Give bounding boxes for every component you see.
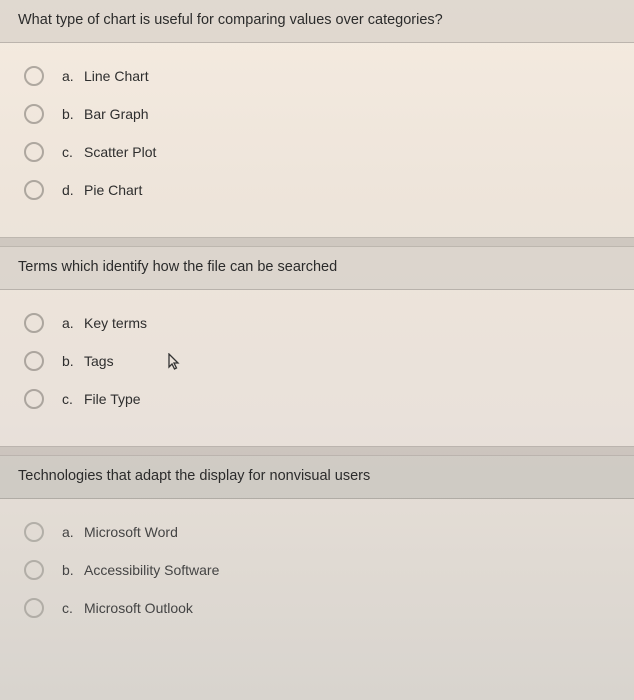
option-row[interactable]: c. Scatter Plot: [0, 133, 634, 171]
option-letter: b.: [62, 562, 84, 578]
option-row[interactable]: b. Bar Graph: [0, 95, 634, 133]
option-text: Microsoft Outlook: [84, 600, 193, 616]
option-row[interactable]: d. Pie Chart: [0, 171, 634, 209]
option-letter: a.: [62, 315, 84, 331]
option-row[interactable]: c. File Type: [0, 380, 634, 418]
option-row[interactable]: b. Tags: [0, 342, 634, 380]
option-row[interactable]: a. Microsoft Word: [0, 513, 634, 551]
option-letter: c.: [62, 391, 84, 407]
option-letter: a.: [62, 524, 84, 540]
option-letter: c.: [62, 144, 84, 160]
option-text: Key terms: [84, 315, 147, 331]
option-text: Microsoft Word: [84, 524, 178, 540]
option-text: Bar Graph: [84, 106, 149, 122]
question-prompt: Technologies that adapt the display for …: [0, 456, 634, 499]
option-text: Scatter Plot: [84, 144, 156, 160]
radio-icon[interactable]: [24, 180, 44, 200]
radio-icon[interactable]: [24, 598, 44, 618]
option-row[interactable]: a. Line Chart: [0, 57, 634, 95]
radio-icon[interactable]: [24, 142, 44, 162]
radio-icon[interactable]: [24, 313, 44, 333]
radio-icon[interactable]: [24, 66, 44, 86]
option-letter: c.: [62, 600, 84, 616]
option-row[interactable]: c. Microsoft Outlook: [0, 589, 634, 627]
radio-icon[interactable]: [24, 560, 44, 580]
option-text: Tags: [84, 353, 114, 369]
radio-icon[interactable]: [24, 351, 44, 371]
question-prompt: Terms which identify how the file can be…: [0, 247, 634, 290]
options-list: a. Microsoft Word b. Accessibility Softw…: [0, 499, 634, 637]
option-letter: b.: [62, 106, 84, 122]
option-row[interactable]: b. Accessibility Software: [0, 551, 634, 589]
options-list: a. Line Chart b. Bar Graph c. Scatter Pl…: [0, 43, 634, 237]
option-letter: a.: [62, 68, 84, 84]
question-divider: [0, 446, 634, 456]
option-text: Pie Chart: [84, 182, 142, 198]
option-row[interactable]: a. Key terms: [0, 304, 634, 342]
question-block-3: Technologies that adapt the display for …: [0, 456, 634, 637]
option-text: Line Chart: [84, 68, 149, 84]
question-prompt: What type of chart is useful for compari…: [0, 0, 634, 43]
option-letter: d.: [62, 182, 84, 198]
question-block-2: Terms which identify how the file can be…: [0, 247, 634, 446]
option-letter: b.: [62, 353, 84, 369]
radio-icon[interactable]: [24, 522, 44, 542]
question-divider: [0, 237, 634, 247]
radio-icon[interactable]: [24, 389, 44, 409]
radio-icon[interactable]: [24, 104, 44, 124]
option-text: Accessibility Software: [84, 562, 219, 578]
option-text: File Type: [84, 391, 141, 407]
question-block-1: What type of chart is useful for compari…: [0, 0, 634, 237]
options-list: a. Key terms b. Tags c. File Type: [0, 290, 634, 446]
